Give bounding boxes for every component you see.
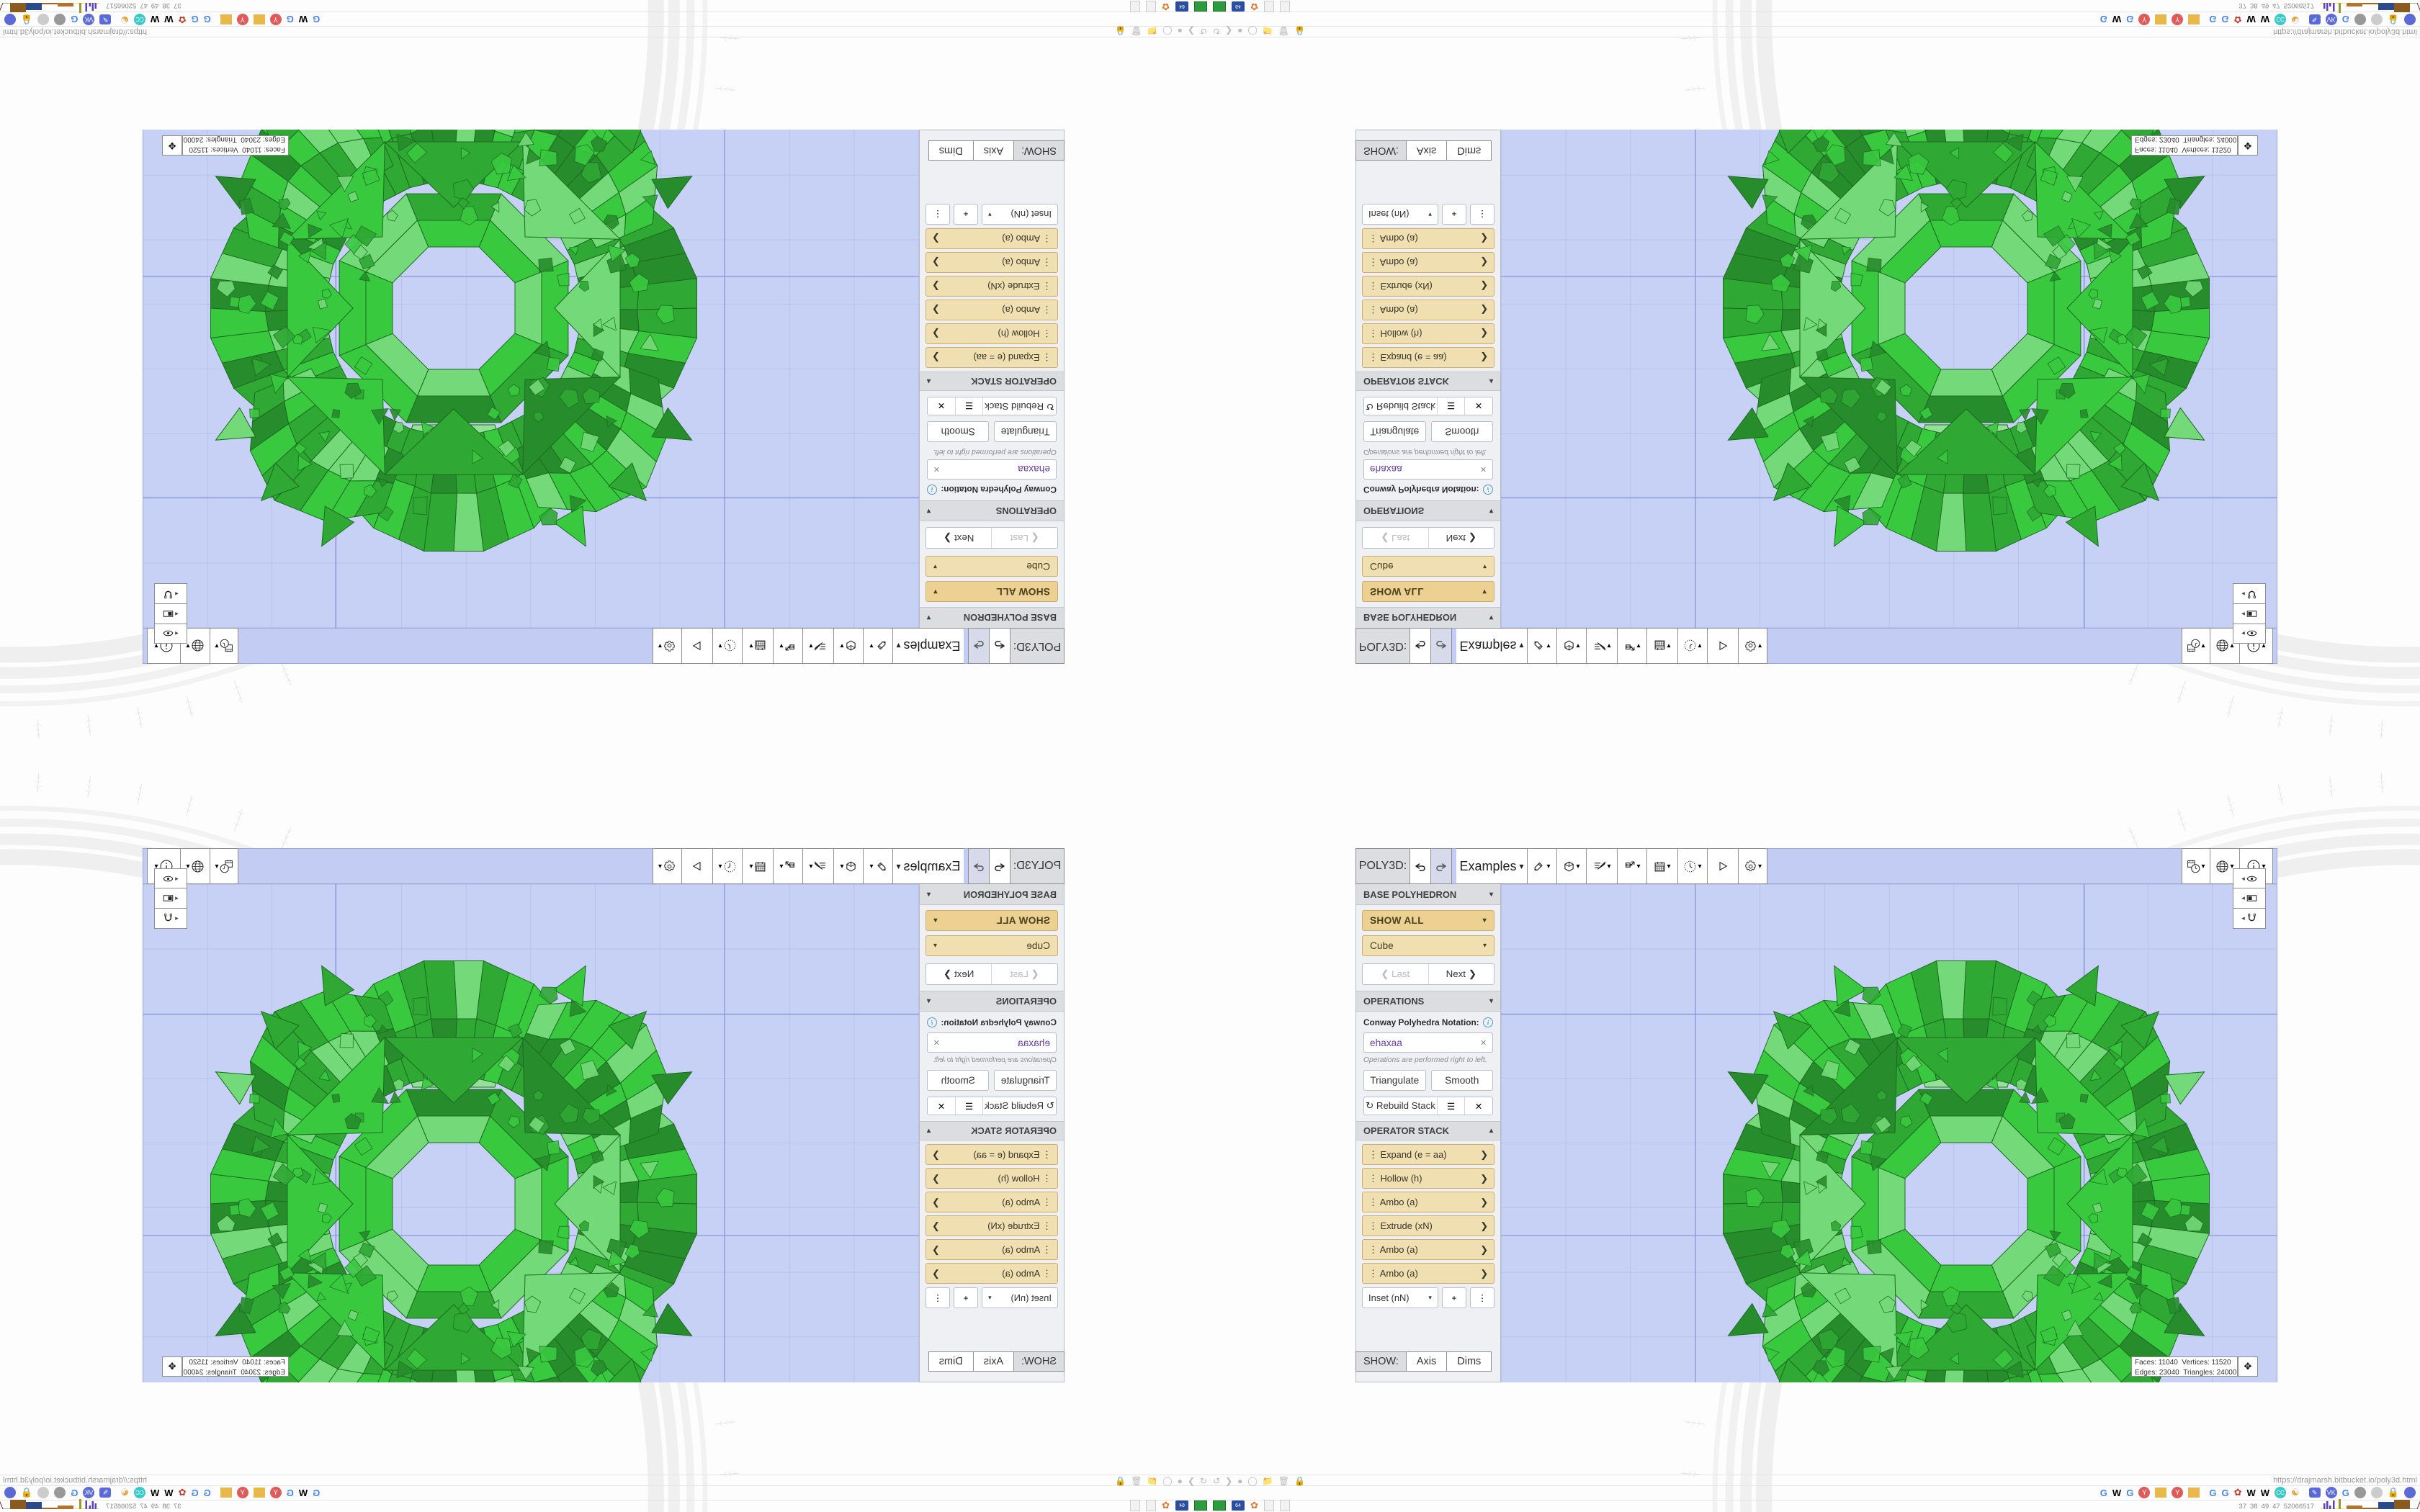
svg-text:EXP: EXP	[787, 863, 794, 866]
svg-text:EXP: EXP	[1626, 863, 1633, 866]
svg-text:EXP: EXP	[1626, 646, 1633, 649]
svg-text:EXP: EXP	[787, 646, 794, 649]
